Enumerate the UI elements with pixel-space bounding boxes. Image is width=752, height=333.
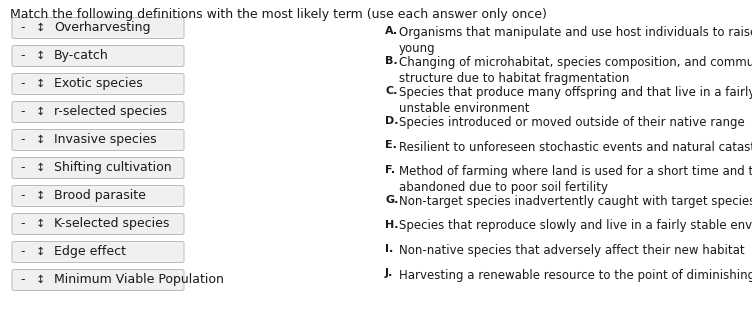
- FancyBboxPatch shape: [12, 213, 184, 234]
- Text: Overharvesting: Overharvesting: [54, 22, 150, 35]
- Text: -: -: [21, 245, 26, 258]
- Text: Species that reproduce slowly and live in a fairly stable environment: Species that reproduce slowly and live i…: [399, 219, 752, 232]
- FancyBboxPatch shape: [12, 130, 184, 151]
- FancyBboxPatch shape: [12, 46, 184, 67]
- Text: ↕: ↕: [35, 107, 44, 117]
- Text: ↕: ↕: [35, 135, 44, 145]
- FancyBboxPatch shape: [12, 269, 184, 290]
- Text: Invasive species: Invasive species: [54, 134, 156, 147]
- Text: C.: C.: [385, 86, 397, 96]
- Text: J.: J.: [385, 268, 393, 278]
- Text: ↕: ↕: [35, 275, 44, 285]
- FancyBboxPatch shape: [12, 18, 184, 39]
- Text: ↕: ↕: [35, 163, 44, 173]
- Text: -: -: [21, 189, 26, 202]
- Text: Edge effect: Edge effect: [54, 245, 126, 258]
- Text: Brood parasite: Brood parasite: [54, 189, 146, 202]
- Text: Species introduced or moved outside of their native range: Species introduced or moved outside of t…: [399, 116, 744, 129]
- Text: Exotic species: Exotic species: [54, 78, 143, 91]
- Text: Species that produce many offspring and that live in a fairly
unstable environme: Species that produce many offspring and …: [399, 86, 752, 115]
- Text: Method of farming where land is used for a short time and then
abandoned due to : Method of farming where land is used for…: [399, 165, 752, 194]
- Text: ↕: ↕: [35, 247, 44, 257]
- Text: -: -: [21, 217, 26, 230]
- Text: ↕: ↕: [35, 51, 44, 61]
- Text: ↕: ↕: [35, 219, 44, 229]
- Text: -: -: [21, 22, 26, 35]
- Text: B.: B.: [385, 56, 398, 66]
- Text: -: -: [21, 78, 26, 91]
- Text: Changing of microhabitat, species composition, and community
structure due to ha: Changing of microhabitat, species compos…: [399, 56, 752, 85]
- Text: Harvesting a renewable resource to the point of diminishing returns: Harvesting a renewable resource to the p…: [399, 268, 752, 281]
- Text: K-selected species: K-selected species: [54, 217, 169, 230]
- Text: ↕: ↕: [35, 79, 44, 89]
- Text: r-selected species: r-selected species: [54, 106, 167, 119]
- Text: -: -: [21, 50, 26, 63]
- FancyBboxPatch shape: [12, 158, 184, 178]
- Text: -: -: [21, 162, 26, 174]
- Text: ↕: ↕: [35, 191, 44, 201]
- Text: F.: F.: [385, 165, 395, 175]
- FancyBboxPatch shape: [12, 241, 184, 262]
- Text: -: -: [21, 106, 26, 119]
- Text: By-catch: By-catch: [54, 50, 109, 63]
- Text: D.: D.: [385, 116, 399, 126]
- Text: -: -: [21, 134, 26, 147]
- Text: I.: I.: [385, 244, 393, 254]
- Text: -: -: [21, 273, 26, 286]
- FancyBboxPatch shape: [12, 185, 184, 206]
- Text: Resilient to unforeseen stochastic events and natural catastrophes: Resilient to unforeseen stochastic event…: [399, 141, 752, 154]
- Text: Organisms that manipulate and use host individuals to raise their
young: Organisms that manipulate and use host i…: [399, 26, 752, 55]
- Text: E.: E.: [385, 141, 397, 151]
- Text: ↕: ↕: [35, 23, 44, 33]
- Text: Minimum Viable Population: Minimum Viable Population: [54, 273, 224, 286]
- FancyBboxPatch shape: [12, 74, 184, 95]
- Text: Shifting cultivation: Shifting cultivation: [54, 162, 171, 174]
- Text: H.: H.: [385, 219, 399, 229]
- FancyBboxPatch shape: [12, 102, 184, 123]
- Text: G.: G.: [385, 195, 399, 205]
- Text: A.: A.: [385, 26, 398, 36]
- Text: Non-native species that adversely affect their new habitat: Non-native species that adversely affect…: [399, 244, 744, 257]
- Text: Non-target species inadvertently caught with target species: Non-target species inadvertently caught …: [399, 195, 752, 208]
- Text: Match the following definitions with the most likely term (use each answer only : Match the following definitions with the…: [10, 8, 547, 21]
